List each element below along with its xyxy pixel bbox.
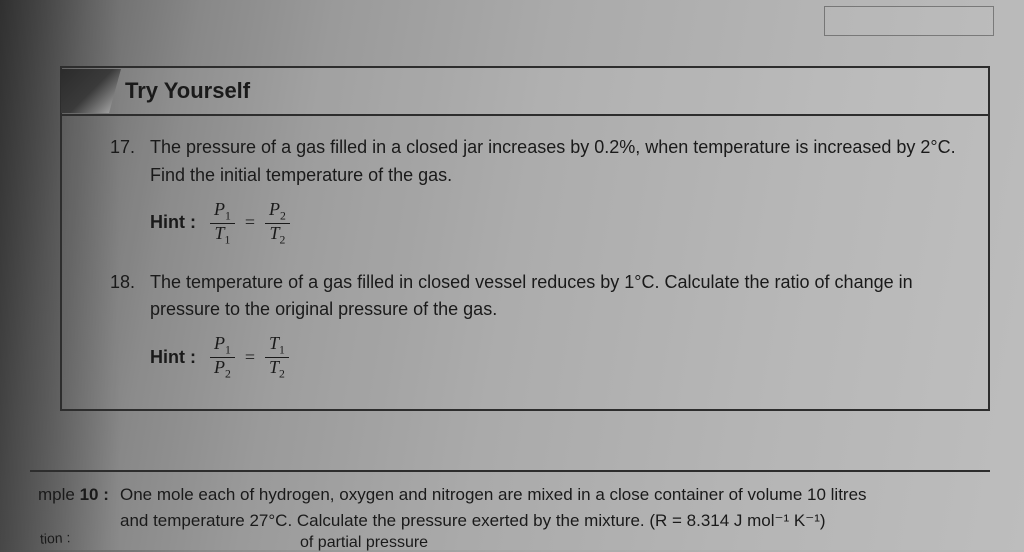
rhs-den-var: T [269, 223, 279, 243]
equals-sign: = [245, 344, 255, 372]
card-title: Try Yourself [121, 68, 258, 114]
fraction-rhs: P2 T2 [265, 200, 290, 247]
fraction-rhs: T1 T2 [265, 334, 289, 381]
example-10-block: mple 10 : One mole each of hydrogen, oxy… [30, 470, 990, 533]
example-label: mple 10 : [30, 482, 120, 533]
cutoff-text-bottom: of partial pressure [300, 534, 428, 552]
question-number: 17. [110, 134, 150, 190]
question-number: 18. [110, 269, 150, 325]
rhs-den-sub: 2 [279, 368, 285, 381]
hint-label: Hint : [150, 209, 196, 237]
phantom-box-top [824, 6, 994, 36]
lhs-den-var: T [214, 223, 224, 243]
hint-label: Hint : [150, 344, 196, 372]
question-17-hint: Hint : P1 T1 = P2 T2 [150, 200, 958, 247]
fraction-lhs: P1 T1 [210, 200, 235, 247]
example-label-prefix: mple [38, 485, 80, 504]
card-body: 17. The pressure of a gas filled in a cl… [62, 116, 988, 409]
rhs-num-var: T [269, 333, 279, 353]
question-18: 18. The temperature of a gas filled in c… [110, 269, 958, 325]
rhs-den-var: T [269, 357, 279, 377]
example-line-2: and temperature 27°C. Calculate the pres… [120, 511, 826, 530]
question-text: The pressure of a gas filled in a closed… [150, 134, 958, 190]
try-yourself-card: Try Yourself 17. The pressure of a gas f… [60, 66, 990, 411]
lhs-num-var: P [214, 199, 225, 219]
lhs-den-sub: 2 [225, 368, 231, 381]
lhs-den-var: P [214, 357, 225, 377]
card-header: Try Yourself [62, 68, 988, 116]
question-18-hint: Hint : P1 P2 = T1 T2 [150, 334, 958, 381]
fraction-lhs: P1 P2 [210, 334, 235, 381]
example-line-1: One mole each of hydrogen, oxygen and ni… [120, 485, 867, 504]
rhs-den-sub: 2 [279, 233, 285, 246]
example-label-num: 10 : [80, 485, 109, 504]
rhs-num-var: P [269, 199, 280, 219]
example-text: One mole each of hydrogen, oxygen and ni… [120, 482, 990, 533]
question-17: 17. The pressure of a gas filled in a cl… [110, 134, 958, 190]
equals-sign: = [245, 209, 255, 237]
lhs-den-sub: 1 [224, 233, 230, 246]
rhs-num-sub: 2 [280, 209, 286, 222]
corner-decor-icon [61, 69, 121, 113]
lhs-num-sub: 1 [225, 209, 231, 222]
rhs-num-sub: 1 [279, 344, 285, 357]
lhs-num-var: P [214, 333, 225, 353]
question-text: The temperature of a gas filled in close… [150, 269, 958, 325]
cutoff-text-left: tion : [40, 529, 71, 547]
lhs-num-sub: 1 [225, 344, 231, 357]
